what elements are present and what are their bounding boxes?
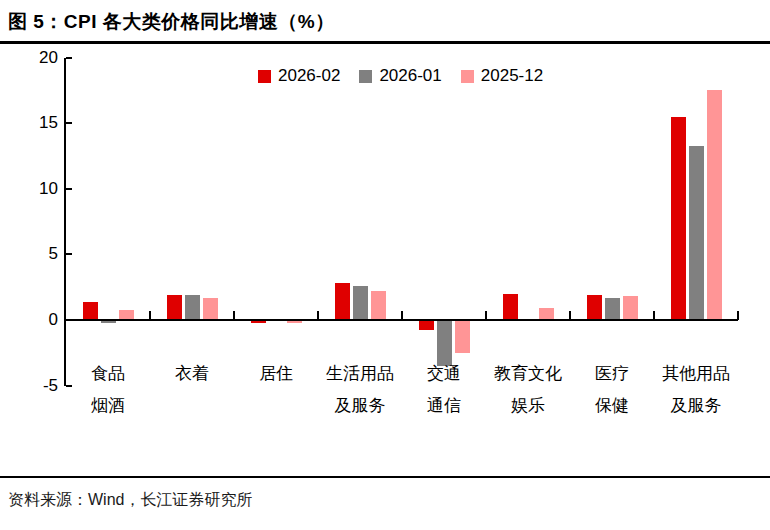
legend-swatch-pink bbox=[461, 70, 474, 83]
chart-bar bbox=[419, 320, 434, 330]
x-axis-tick bbox=[149, 311, 151, 320]
y-axis-tick-label: -5 bbox=[14, 375, 58, 397]
chart-bar bbox=[185, 295, 200, 320]
y-axis-tick bbox=[66, 188, 72, 190]
y-axis-tick-label: 5 bbox=[14, 243, 58, 265]
chart-bar bbox=[503, 294, 518, 320]
y-axis-tick-label: 20 bbox=[14, 47, 58, 69]
y-axis-tick bbox=[66, 253, 72, 255]
chart-bar bbox=[689, 146, 704, 320]
y-axis-line bbox=[64, 58, 66, 386]
figure-bottom-divider bbox=[0, 476, 770, 478]
chart-bar bbox=[371, 291, 386, 320]
legend-swatch-red bbox=[258, 70, 271, 83]
report-figure: 图 5：CPI 各大类价格同比增速（%） 2026-02 2026-01 202… bbox=[0, 0, 770, 530]
x-axis-label: 医疗保健 bbox=[570, 358, 654, 422]
chart-legend: 2026-02 2026-01 2025-12 bbox=[258, 66, 543, 86]
x-axis-label: 居住 bbox=[234, 358, 318, 390]
legend-label: 2026-01 bbox=[379, 66, 441, 86]
x-axis-tick bbox=[233, 311, 235, 320]
x-axis-label: 生活用品及服务 bbox=[318, 358, 402, 422]
y-axis-tick bbox=[66, 57, 72, 59]
x-axis-tick bbox=[485, 311, 487, 320]
chart-bar bbox=[335, 283, 350, 320]
x-axis-label: 教育文化娱乐 bbox=[486, 358, 570, 422]
legend-item-2025-12: 2025-12 bbox=[461, 66, 543, 86]
chart-bar bbox=[671, 117, 686, 320]
y-axis-tick-label: 10 bbox=[14, 178, 58, 200]
chart-bar bbox=[587, 295, 602, 320]
cpi-bar-chart: 2026-02 2026-01 2025-12 20 15 10 5 0 -5 食品烟酒衣着… bbox=[0, 44, 770, 476]
chart-bar bbox=[83, 302, 98, 320]
figure-title: 图 5：CPI 各大类价格同比增速（%） bbox=[8, 9, 335, 35]
legend-label: 2026-02 bbox=[278, 66, 340, 86]
chart-bar bbox=[353, 286, 368, 320]
x-axis-label: 食品烟酒 bbox=[66, 358, 150, 422]
source-note: 资料来源：Wind，长江证券研究所 bbox=[8, 490, 252, 511]
chart-bar bbox=[455, 320, 470, 353]
legend-label: 2025-12 bbox=[481, 66, 543, 86]
x-axis-tick bbox=[653, 311, 655, 320]
chart-bar bbox=[203, 298, 218, 320]
y-axis-tick-label: 15 bbox=[14, 112, 58, 134]
chart-bar bbox=[167, 295, 182, 320]
legend-swatch-gray bbox=[359, 70, 372, 83]
y-axis-tick-label: 0 bbox=[14, 309, 58, 331]
chart-bar bbox=[605, 298, 620, 320]
x-axis-tick bbox=[401, 311, 403, 320]
x-axis-label: 衣着 bbox=[150, 358, 234, 390]
legend-item-2026-01: 2026-01 bbox=[359, 66, 441, 86]
x-axis-label: 其他用品及服务 bbox=[654, 358, 738, 422]
x-axis-tick bbox=[569, 311, 571, 320]
y-axis-tick bbox=[66, 122, 72, 124]
x-axis-tick bbox=[737, 311, 739, 320]
x-axis-label: 交通通信 bbox=[402, 358, 486, 422]
x-axis-tick bbox=[317, 311, 319, 320]
chart-bar bbox=[623, 296, 638, 320]
legend-item-2026-02: 2026-02 bbox=[258, 66, 340, 86]
chart-bar bbox=[707, 90, 722, 320]
